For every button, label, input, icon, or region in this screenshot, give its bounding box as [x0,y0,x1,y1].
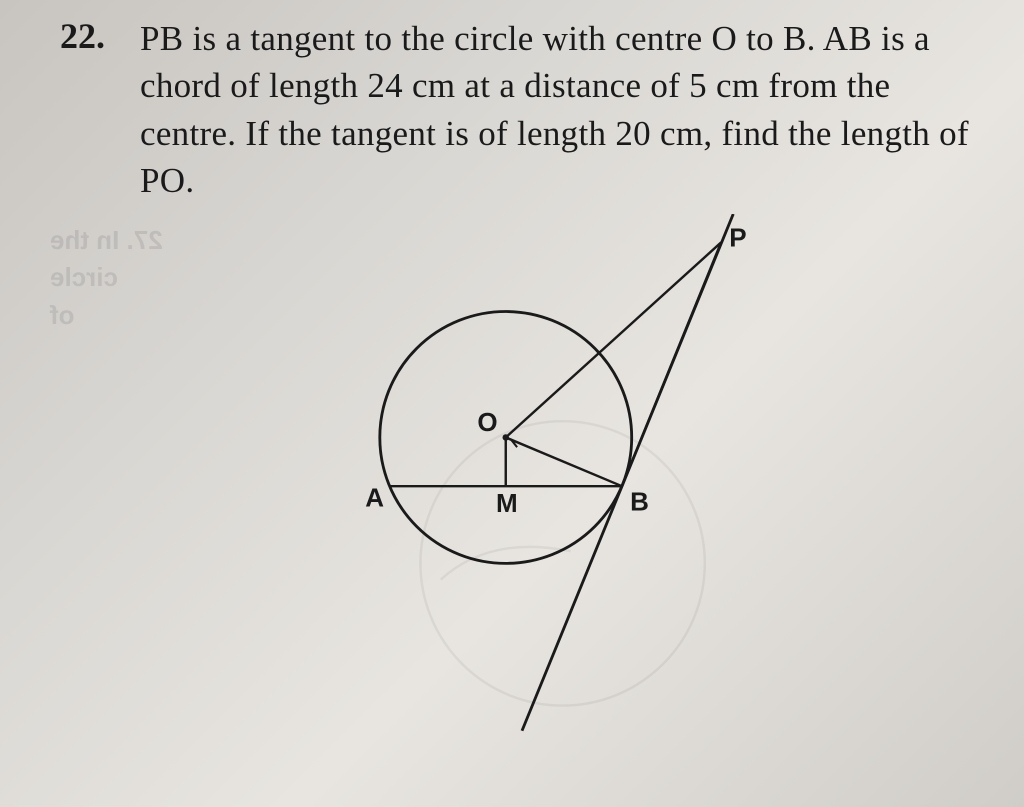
segments-group [390,242,722,486]
label-B: B [630,487,649,517]
label-P: P [729,223,746,253]
label-O: O [477,407,497,437]
segment-OP [506,242,721,437]
segment-BP [622,242,721,486]
question-number: 22. [60,15,120,57]
label-A: A [365,483,384,513]
labels-group: O A M B P [365,223,746,519]
diagram-container: O A M B P [60,214,984,734]
center-dot [503,434,510,441]
geometry-diagram: O A M B P [222,214,822,734]
question-block: 22. PB is a tangent to the circle with c… [60,15,984,204]
page-container: 22. PB is a tangent to the circle with c… [0,0,1024,754]
label-M: M [496,488,518,518]
segment-OB [506,437,622,486]
question-text: PB is a tangent to the circle with centr… [140,15,984,204]
